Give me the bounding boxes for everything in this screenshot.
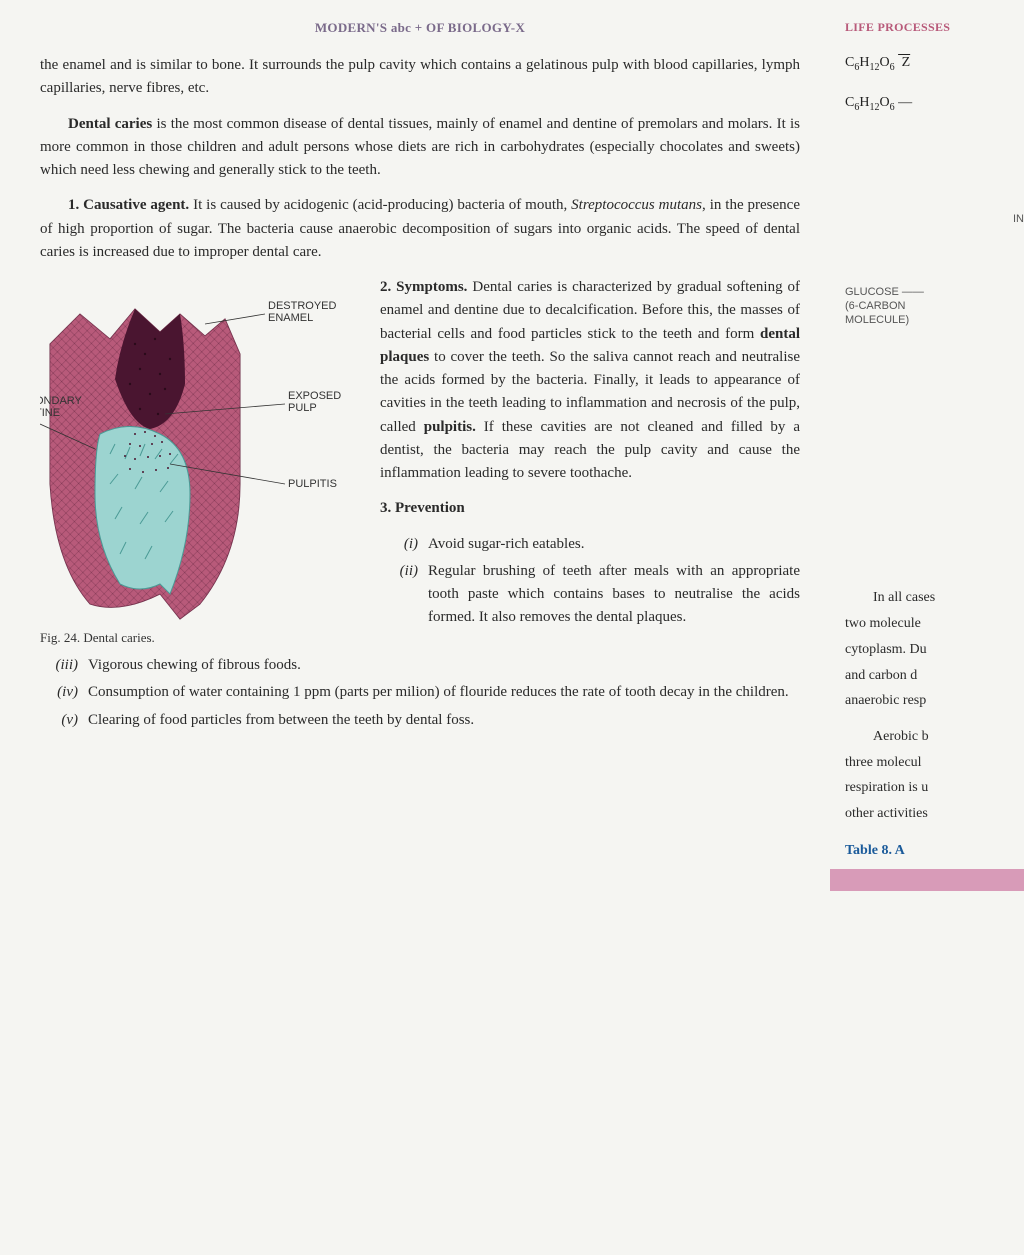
prevention-list-continued: (iii) Vigorous chewing of fibrous foods.… [40,654,800,732]
book-header-right: LIFE PROCESSES [845,20,1024,35]
table-header-bar [830,869,1024,891]
page-spread: MODERN'S abc + OF BIOLOGY-X the enamel a… [0,0,1024,1255]
book-header-left: MODERN'S abc + OF BIOLOGY-X [40,20,800,36]
formula-glucose-1: C6H12O6 Z [845,55,1024,73]
right-page: LIFE PROCESSES C6H12O6 Z C6H12O6 — IN GL… [830,0,1024,1255]
list-item: (ii) Regular brushing of teeth after mea… [380,560,800,630]
frag-line: In all cases [845,587,1024,609]
formula-glucose-2: C6H12O6 — [845,95,1024,113]
list-item: (iii) Vigorous chewing of fibrous foods. [40,654,800,677]
list-item: (v) Clearing of food particles from betw… [40,709,800,732]
tooth-diagram-svg: ONDARYTINE DESTROYEDENAMEL EXPOSEDPULP P… [40,284,360,624]
frag-line: three molecul [845,752,1024,774]
heading-prevention: 3. Prevention [380,500,465,516]
para-pulp-cavity: the enamel and is similar to bone. It su… [40,54,800,101]
aerobic-heading: Aerobic b [845,726,1024,748]
list-item: (i) Avoid sugar-rich eatables. [380,533,800,556]
in-label: IN [845,213,1024,225]
section-causative-agent: 1. Causative agent. It is caused by acid… [40,194,800,264]
heading-symptoms: 2. Symptoms. [380,279,467,295]
frag-line: cytoplasm. Du [845,639,1024,661]
label-exposed-pulp: EXPOSEDPULP [288,390,341,414]
term-pulpitis: pulpitis. [424,419,476,435]
frag-line: and carbon d [845,665,1024,687]
frag-line: respiration is u [845,777,1024,799]
left-page: MODERN'S abc + OF BIOLOGY-X the enamel a… [0,0,830,1255]
frag-line: two molecule [845,613,1024,635]
table-reference: Table 8. A [845,843,1024,859]
frag-line: anaerobic resp [845,690,1024,712]
frag-line: other activities [845,803,1024,825]
figure-text-wrap: ONDARYTINE DESTROYEDENAMEL EXPOSEDPULP P… [40,276,800,654]
figure-caption: Fig. 24. Dental caries. [40,630,360,646]
term-dental-caries: Dental caries [68,116,152,132]
glucose-molecule-label: GLUCOSE ——(6-CARBONMOLECULE) [845,285,1024,328]
label-destroyed-enamel: DESTROYEDENAMEL [268,300,337,324]
heading-causative-agent: 1. Causative agent. [68,197,189,213]
figure-dental-caries: ONDARYTINE DESTROYEDENAMEL EXPOSEDPULP P… [40,284,360,646]
list-item: (iv) Consumption of water containing 1 p… [40,681,800,704]
label-pulpitis: PULPITIS [288,478,337,490]
organism-name: Streptococcus mutans [571,197,702,213]
para-dental-caries-intro: Dental caries is the most common disease… [40,113,800,183]
